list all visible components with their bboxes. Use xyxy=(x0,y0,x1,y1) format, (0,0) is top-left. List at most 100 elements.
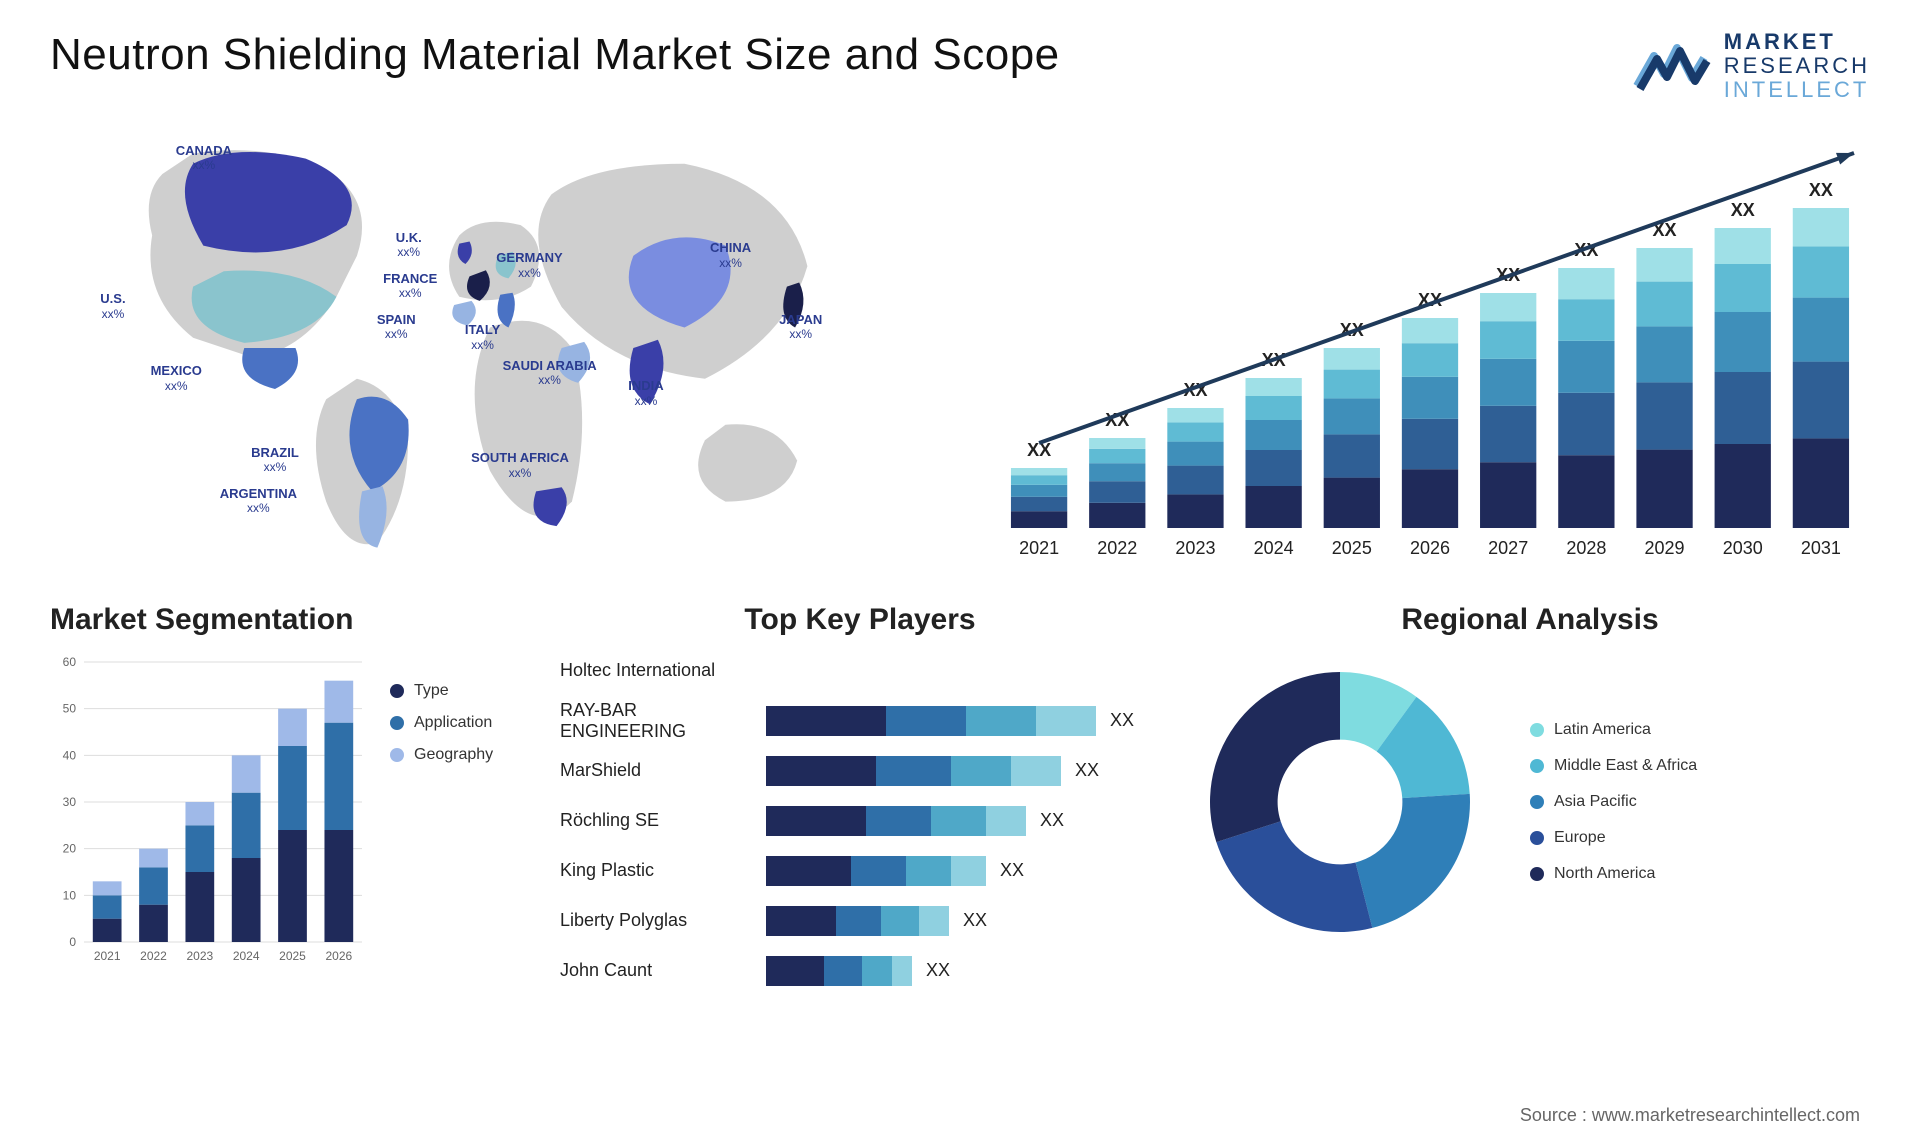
map-country-label: SOUTH AFRICAxx% xyxy=(471,450,569,480)
player-bar-segment xyxy=(766,856,851,886)
player-bar-segment xyxy=(862,956,892,986)
legend-label: Geography xyxy=(414,746,493,764)
player-bar xyxy=(766,706,1096,736)
player-bar xyxy=(766,756,1061,786)
player-bar-segment xyxy=(951,756,1011,786)
player-bar-segment xyxy=(766,756,876,786)
player-name: Holtec International xyxy=(560,660,750,681)
player-bar-segment xyxy=(931,806,986,836)
svg-text:50: 50 xyxy=(63,701,77,715)
player-value: XX xyxy=(1040,810,1064,831)
player-value: XX xyxy=(963,910,987,931)
regional-legend: Latin AmericaMiddle East & AfricaAsia Pa… xyxy=(1530,721,1697,883)
player-bar-segment xyxy=(824,956,862,986)
legend-dot xyxy=(390,716,404,730)
map-country-label: INDIAxx% xyxy=(628,378,663,408)
player-bar-segment xyxy=(1011,756,1061,786)
regional-panel: Regional Analysis Latin America Middle Ea… xyxy=(1190,603,1870,1023)
player-bar-wrap: XX xyxy=(766,756,1160,786)
key-players-panel: Top Key Players Holtec InternationalRAY-… xyxy=(560,603,1160,1023)
legend-label: Type xyxy=(414,682,449,700)
svg-text:XX: XX xyxy=(1731,200,1755,220)
segmentation-legend-item: Type xyxy=(390,682,493,700)
svg-text:0: 0 xyxy=(69,935,76,949)
player-name: MarShield xyxy=(560,760,750,781)
player-bar xyxy=(766,806,1026,836)
svg-text:2028: 2028 xyxy=(1566,538,1606,558)
player-value: XX xyxy=(1075,760,1099,781)
svg-text:40: 40 xyxy=(63,748,77,762)
legend-dot xyxy=(1530,867,1544,881)
player-bar-segment xyxy=(766,906,836,936)
player-bar-segment xyxy=(836,906,881,936)
player-bar-segment xyxy=(1036,706,1096,736)
svg-text:2025: 2025 xyxy=(279,949,306,963)
svg-text:60: 60 xyxy=(63,655,77,669)
svg-text:2022: 2022 xyxy=(140,949,167,963)
player-bar-wrap xyxy=(766,656,1160,686)
segmentation-title: Market Segmentation xyxy=(50,603,530,637)
logo-text-1: MARKET xyxy=(1724,30,1870,54)
player-bar xyxy=(766,956,912,986)
svg-text:2025: 2025 xyxy=(1332,538,1372,558)
legend-dot xyxy=(390,684,404,698)
player-bar-segment xyxy=(966,706,1036,736)
map-country-label: ARGENTINAxx% xyxy=(220,486,297,516)
region-legend-item: Middle East & Africa xyxy=(1530,757,1697,775)
svg-text:2021: 2021 xyxy=(1019,538,1059,558)
player-bar xyxy=(766,906,949,936)
svg-text:2024: 2024 xyxy=(233,949,260,963)
player-bar-segment xyxy=(851,856,906,886)
player-row: RAY-BAR ENGINEERINGXX xyxy=(560,702,1160,740)
player-bar-segment xyxy=(881,906,919,936)
player-bar-segment xyxy=(886,706,966,736)
logo-text-3: INTELLECT xyxy=(1724,78,1870,102)
brand-logo: MARKET RESEARCH INTELLECT xyxy=(1632,30,1870,103)
player-bar-segment xyxy=(919,906,949,936)
key-players-list: Holtec International RAY-BAR ENGINEERINGX… xyxy=(560,652,1160,990)
legend-label: Latin America xyxy=(1554,721,1651,739)
region-legend-item: Europe xyxy=(1530,829,1697,847)
world-map-panel: CANADAxx%U.S.xx%MEXICOxx%BRAZILxx%ARGENT… xyxy=(50,133,930,563)
map-country-label: U.S.xx% xyxy=(100,291,125,321)
svg-text:2023: 2023 xyxy=(1175,538,1215,558)
segmentation-legend-item: Geography xyxy=(390,746,493,764)
svg-text:2024: 2024 xyxy=(1254,538,1294,558)
player-bar-segment xyxy=(951,856,986,886)
legend-dot xyxy=(390,748,404,762)
player-row: Röchling SE XX xyxy=(560,802,1160,840)
segmentation-legend: Type Application Geography xyxy=(390,682,493,972)
legend-dot xyxy=(1530,795,1544,809)
player-name: Röchling SE xyxy=(560,810,750,831)
segmentation-panel: Market Segmentation 01020304050602021202… xyxy=(50,603,530,1023)
map-country-label: FRANCExx% xyxy=(383,271,437,301)
map-country-label: BRAZILxx% xyxy=(251,445,299,475)
region-legend-item: Latin America xyxy=(1530,721,1697,739)
player-bar-segment xyxy=(866,806,931,836)
player-row: John Caunt XX xyxy=(560,952,1160,990)
legend-label: Europe xyxy=(1554,829,1606,847)
player-value: XX xyxy=(926,960,950,981)
header: Neutron Shielding Material Market Size a… xyxy=(50,30,1870,103)
logo-text-2: RESEARCH xyxy=(1724,54,1870,78)
source-text: Source : www.marketresearchintellect.com xyxy=(1520,1105,1860,1126)
player-bar-segment xyxy=(766,806,866,836)
regional-title: Regional Analysis xyxy=(1190,603,1870,637)
svg-text:2031: 2031 xyxy=(1801,538,1841,558)
svg-text:10: 10 xyxy=(63,888,77,902)
player-bar xyxy=(766,856,986,886)
map-country-label: SAUDI ARABIAxx% xyxy=(503,358,597,388)
player-bar-segment xyxy=(766,706,886,736)
player-row: Holtec International xyxy=(560,652,1160,690)
svg-text:2027: 2027 xyxy=(1488,538,1528,558)
legend-dot xyxy=(1530,831,1544,845)
player-name: King Plastic xyxy=(560,860,750,881)
svg-text:30: 30 xyxy=(63,795,77,809)
player-value: XX xyxy=(1110,710,1134,731)
logo-icon xyxy=(1632,36,1712,96)
svg-text:2022: 2022 xyxy=(1097,538,1137,558)
player-bar-wrap: XX xyxy=(766,956,1160,986)
player-name: John Caunt xyxy=(560,960,750,981)
legend-label: Application xyxy=(414,714,492,732)
svg-text:2030: 2030 xyxy=(1723,538,1763,558)
